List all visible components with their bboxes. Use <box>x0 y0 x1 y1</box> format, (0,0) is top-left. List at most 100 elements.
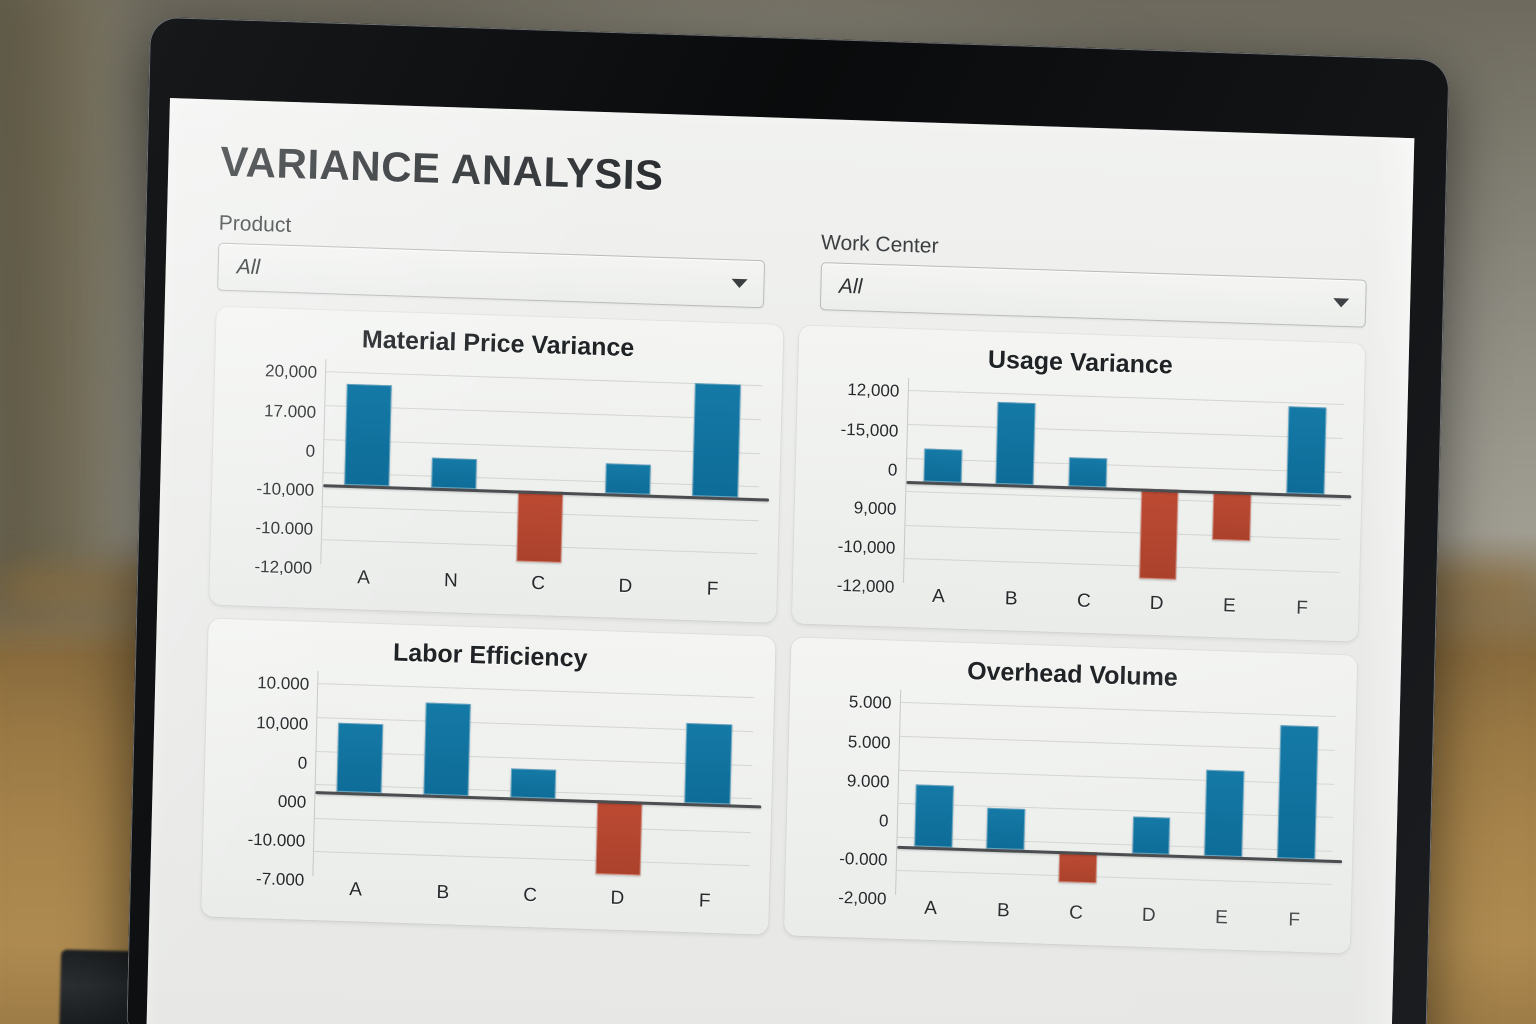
plot <box>894 689 1343 909</box>
bar-slot <box>1041 695 1119 902</box>
y-axis: 10.000 10,000 0 000 -10.000 -7.000 <box>216 668 318 910</box>
filter-work-center: Work Center All <box>819 231 1367 328</box>
plot-area: A B C D E F <box>902 377 1352 631</box>
bar-slot <box>487 677 579 885</box>
y-axis: 12,000 -15,000 0 9,000 -10,000 -12,000 <box>806 375 908 617</box>
y-tick-label: 5.000 <box>847 731 891 753</box>
x-tick-label: C <box>530 572 546 595</box>
bar-slot <box>575 680 667 888</box>
chart-card: Usage Variance 12,000 -15,000 0 9,000 -10,000… <box>791 325 1366 642</box>
bar-negative[interactable] <box>1058 850 1098 883</box>
chart-body: 5.000 5.000 9.000 0 -0.000 -2,000 A B C D E F <box>798 687 1343 943</box>
x-tick-label: N <box>443 570 458 592</box>
y-tick-label: -10,000 <box>256 478 315 500</box>
bar-negative[interactable] <box>1212 490 1252 541</box>
bar-positive[interactable] <box>986 807 1026 850</box>
bar-slot <box>321 359 413 567</box>
y-axis: 20,000 17.000 0 -10,000 -10.000 -12,000 <box>223 356 325 598</box>
x-tick-label: F <box>698 890 711 912</box>
y-tick-label: 0 <box>887 460 898 480</box>
x-tick-label: B <box>996 900 1010 922</box>
bar-negative[interactable] <box>595 799 643 876</box>
y-tick-label: 0 <box>878 811 889 831</box>
y-tick-label: -10.000 <box>247 829 306 851</box>
bar-slot <box>896 690 974 897</box>
chevron-down-icon <box>730 278 748 289</box>
bar-positive[interactable] <box>1276 724 1319 860</box>
bar-positive[interactable] <box>1131 816 1171 855</box>
y-tick-label: 0 <box>305 441 316 461</box>
plot-area: A B C D E F <box>894 689 1343 943</box>
bar-series <box>896 690 1336 909</box>
x-tick-label: C <box>1068 902 1084 924</box>
bar-slot <box>313 671 405 879</box>
plot <box>312 671 761 891</box>
bar-series <box>313 671 753 890</box>
product-select-value: All <box>236 255 261 279</box>
y-tick-label: 10,000 <box>255 712 309 734</box>
y-tick-label: 000 <box>277 791 307 812</box>
bar-series <box>321 359 761 578</box>
y-tick-label: -2,000 <box>838 888 887 909</box>
x-tick-label: D <box>618 575 633 598</box>
y-tick-label: -12,000 <box>836 576 895 597</box>
x-tick-label: F <box>1288 909 1301 931</box>
bar-positive[interactable] <box>344 383 392 487</box>
x-tick-label: C <box>1076 590 1092 612</box>
work-center-select-value: All <box>838 274 863 299</box>
bar-positive[interactable] <box>431 457 478 489</box>
x-tick-label: A <box>924 897 938 920</box>
y-tick-label: 20,000 <box>264 361 318 383</box>
bar-positive[interactable] <box>1068 457 1107 487</box>
y-tick-label: 0 <box>297 753 308 773</box>
bar-positive[interactable] <box>423 703 472 796</box>
bar-positive[interactable] <box>1204 769 1245 857</box>
plot <box>320 359 769 579</box>
bar-positive[interactable] <box>336 723 384 793</box>
bar-slot <box>408 362 500 570</box>
chart-grid: Material Price Variance 20,000 17.000 0 -10,… <box>201 306 1366 954</box>
bar-positive[interactable] <box>923 448 963 483</box>
bar-positive[interactable] <box>995 401 1036 485</box>
x-tick-label: E <box>1222 595 1236 617</box>
bar-positive[interactable] <box>692 383 741 498</box>
bar-positive[interactable] <box>605 463 652 495</box>
y-tick-label: 5.000 <box>848 692 892 713</box>
y-tick-label: -7.000 <box>255 869 305 891</box>
background-post <box>0 0 120 620</box>
chart-body: 10.000 10,000 0 000 -10.000 -7.000 A B C D F <box>216 668 761 924</box>
bar-slot <box>1258 702 1336 909</box>
bar-negative[interactable] <box>516 490 564 563</box>
bar-slot <box>968 692 1046 899</box>
x-tick-label: E <box>1214 907 1229 929</box>
y-tick-label: -10.000 <box>255 518 314 539</box>
bar-positive[interactable] <box>914 784 954 848</box>
bar-positive[interactable] <box>684 722 732 805</box>
y-axis: 5.000 5.000 9.000 0 -0.000 -2,000 <box>798 687 900 929</box>
chevron-down-icon <box>1333 298 1350 308</box>
chart-card: Material Price Variance 20,000 17.000 0 -10,… <box>209 306 783 623</box>
page-title: VARIANCE ANALYSIS <box>219 137 665 199</box>
y-tick-label: -12,000 <box>254 557 313 579</box>
work-center-select[interactable]: All <box>819 262 1367 328</box>
bar-positive[interactable] <box>1286 406 1327 494</box>
dashboard-page: VARIANCE ANALYSIS Product All Work Cente… <box>146 98 1414 1024</box>
x-tick-label: D <box>1141 904 1156 927</box>
bar-slot <box>1186 699 1264 906</box>
x-tick-label: A <box>349 879 363 901</box>
x-tick-label: A <box>356 567 371 589</box>
product-select[interactable]: All <box>217 242 765 309</box>
bar-slot <box>582 368 674 576</box>
x-tick-label: D <box>1149 592 1164 615</box>
chart-card: Overhead Volume 5.000 5.000 9.000 0 -0.000 -2,… <box>783 637 1358 954</box>
filter-product: Product All <box>217 212 765 309</box>
x-tick-label: F <box>1295 597 1309 619</box>
y-tick-label: 10.000 <box>256 673 310 695</box>
y-tick-label: 17.000 <box>263 400 317 422</box>
bar-positive[interactable] <box>510 768 557 799</box>
bar-negative[interactable] <box>1138 488 1179 580</box>
